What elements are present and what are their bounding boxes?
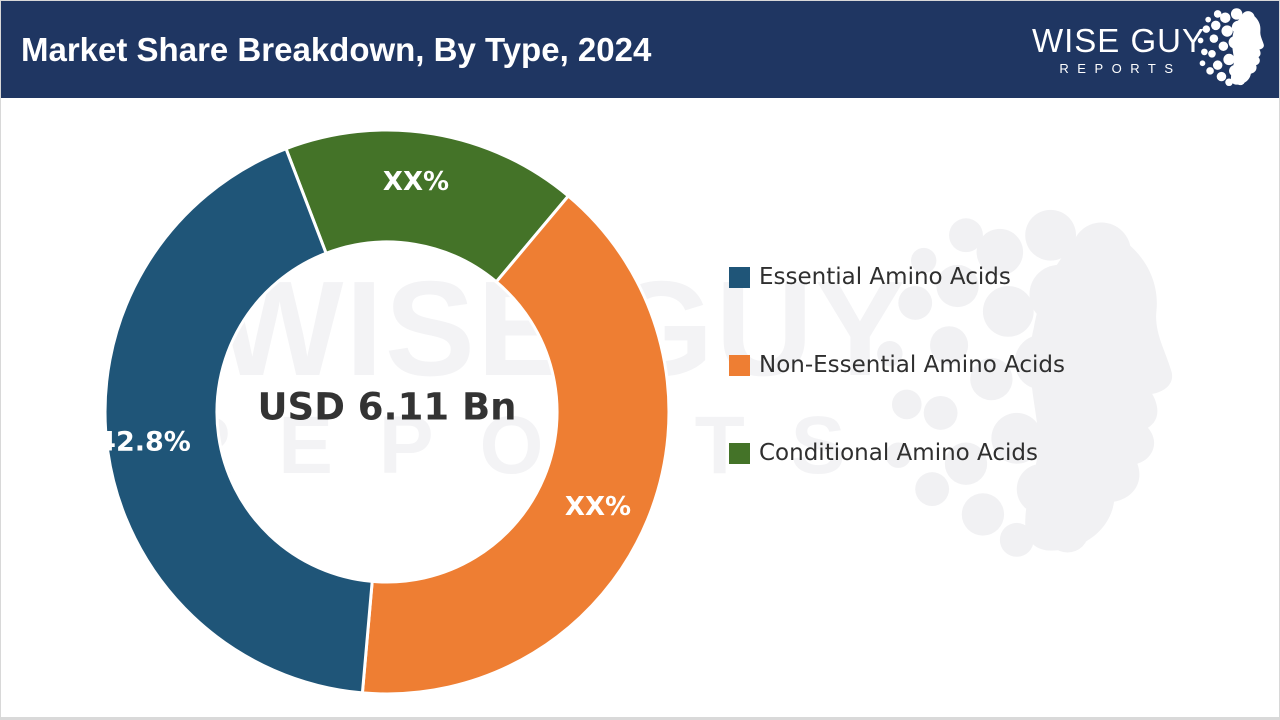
slice-label-conditional: XX% [383, 167, 449, 197]
wise-guy-reports-logo: WISE GUY REPORTS [1032, 7, 1267, 93]
page-title: Market Share Breakdown, By Type, 2024 [21, 30, 652, 68]
pie-slice-non-essential [360, 194, 671, 696]
chart-legend: Essential Amino Acids Non-Essential Amin… [729, 1, 1159, 717]
watermark-face-dots-icon [877, 209, 1173, 557]
logo-face-icon [1197, 8, 1264, 87]
slice-label-non-essential: XX% [565, 492, 631, 522]
header-bar: Market Share Breakdown, By Type, 2024 WI… [1, 1, 1279, 98]
legend-swatch-conditional [729, 442, 750, 464]
legend-swatch-non-essential [729, 354, 750, 376]
pie-slice-conditional [284, 128, 570, 284]
legend-item-essential: Essential Amino Acids [729, 263, 1011, 291]
legend-label-essential: Essential Amino Acids [759, 264, 1011, 290]
logo-name-text: WISE GUY [1031, 22, 1205, 60]
donut-center-value: USD 6.11 Bn [258, 386, 517, 429]
donut-chart: 42.8% XX% XX% USD 6.11 Bn [97, 128, 671, 696]
legend-label-non-essential: Non-Essential Amino Acids [759, 352, 1066, 378]
legend-item-conditional: Conditional Amino Acids [729, 439, 1038, 467]
slice-label-essential: 42.8% [97, 427, 191, 458]
pie-slice-essential [103, 147, 374, 695]
legend-label-conditional: Conditional Amino Acids [759, 440, 1038, 466]
legend-item-non-essential: Non-Essential Amino Acids [729, 351, 1065, 379]
logo-sub-text: REPORTS [1059, 60, 1182, 76]
legend-swatch-essential [729, 266, 750, 288]
